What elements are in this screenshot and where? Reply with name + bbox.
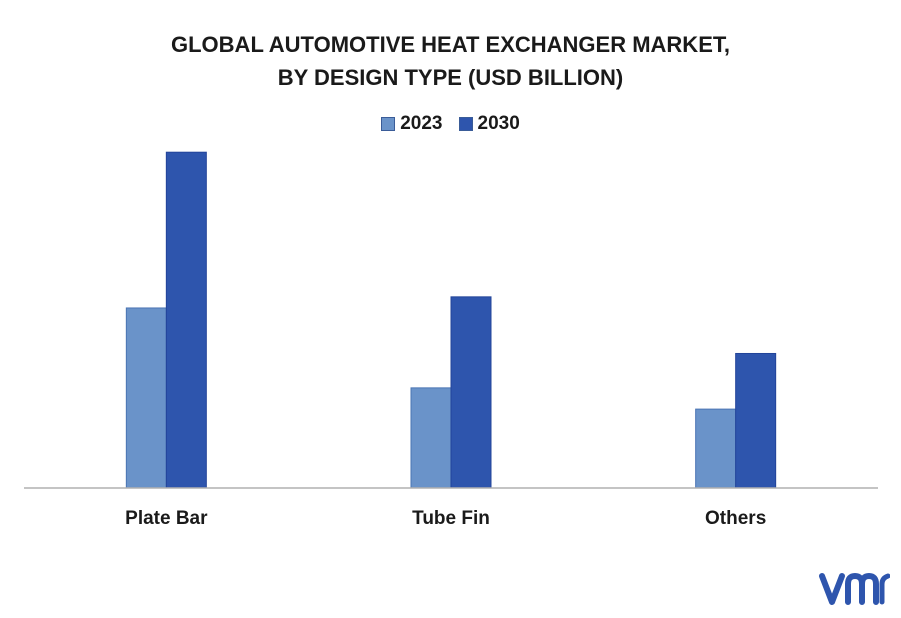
vmr-logo-icon bbox=[819, 573, 890, 605]
bar-tube-fin-2023 bbox=[410, 387, 452, 489]
bar-plate-bar-2030 bbox=[165, 151, 207, 489]
x-tick-label: Tube Fin bbox=[412, 508, 490, 529]
legend-item-2030: 2030 bbox=[458, 113, 520, 135]
bar-plate-bar-2023 bbox=[125, 307, 167, 489]
x-tick-label: Others bbox=[705, 508, 766, 529]
legend-swatch-2023 bbox=[381, 117, 396, 131]
bar-tube-fin-2030 bbox=[450, 296, 492, 489]
legend-label-2030: 2030 bbox=[477, 113, 520, 134]
legend-label-2023: 2023 bbox=[400, 113, 443, 134]
chart-legend: 2023 2030 bbox=[0, 113, 901, 135]
legend-swatch-2030 bbox=[458, 117, 473, 131]
chart-subtitle: BY DESIGN TYPE (USD BILLION) bbox=[277, 65, 624, 90]
bar-others-2030 bbox=[735, 352, 777, 489]
x-tick-label: Plate Bar bbox=[125, 508, 208, 529]
legend-item-2023: 2023 bbox=[381, 113, 443, 135]
bar-others-2023 bbox=[695, 408, 737, 489]
chart-title: GLOBAL AUTOMOTIVE HEAT EXCHANGER MARKET, bbox=[171, 32, 730, 57]
